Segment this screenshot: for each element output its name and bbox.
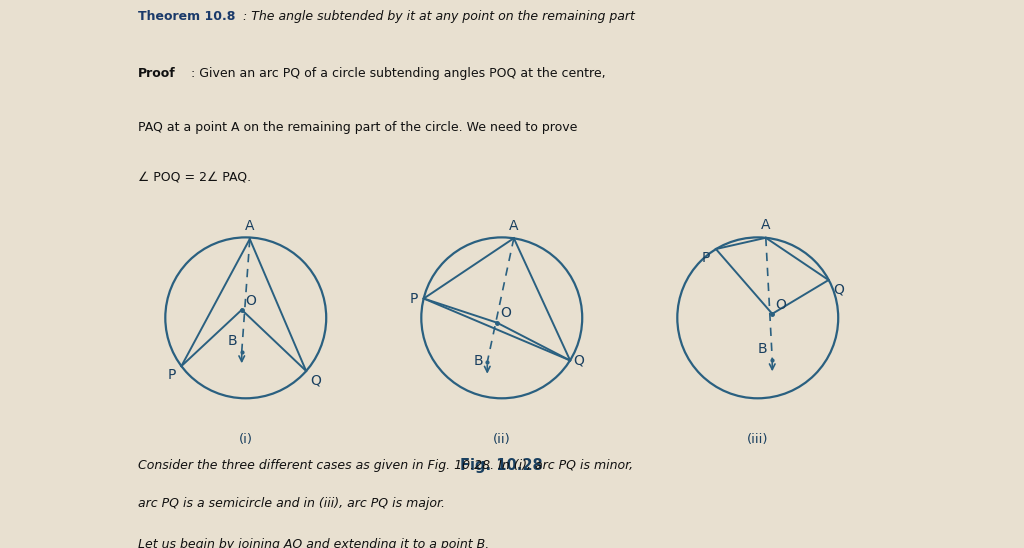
Text: B: B	[758, 342, 768, 356]
Text: : Given an arc PQ of a circle subtending angles POQ at the centre,: : Given an arc PQ of a circle subtending…	[187, 67, 606, 79]
Text: (iii): (iii)	[748, 433, 768, 446]
Text: ∠ POQ = 2∠ PAQ.: ∠ POQ = 2∠ PAQ.	[138, 171, 251, 184]
Text: Q: Q	[310, 373, 322, 387]
Text: Proof: Proof	[138, 67, 176, 79]
Text: (ii): (ii)	[493, 433, 511, 446]
Text: Fig. 10.28: Fig. 10.28	[461, 458, 543, 472]
Text: A: A	[761, 218, 770, 232]
Text: Q: Q	[834, 282, 844, 296]
Text: Theorem 10.8: Theorem 10.8	[138, 10, 236, 24]
Text: Consider the three different cases as given in Fig. 10.28. In (i), arc PQ is min: Consider the three different cases as gi…	[138, 459, 634, 472]
Text: O: O	[775, 298, 786, 312]
Text: B: B	[473, 354, 482, 368]
Text: arc PQ is a semicircle and in (iii), arc PQ is major.: arc PQ is a semicircle and in (iii), arc…	[138, 496, 445, 510]
Text: Let us begin by joining AO and extending it to a point B.: Let us begin by joining AO and extending…	[138, 538, 489, 548]
Text: B: B	[227, 334, 238, 348]
Text: O: O	[501, 306, 511, 321]
Text: (i): (i)	[239, 433, 253, 446]
Text: : The angle subtended by it at any point on the remaining part: : The angle subtended by it at any point…	[239, 10, 635, 24]
Text: A: A	[245, 219, 255, 233]
Text: PAQ at a point A on the remaining part of the circle. We need to prove: PAQ at a point A on the remaining part o…	[138, 121, 578, 134]
Text: A: A	[509, 219, 518, 232]
Text: P: P	[410, 292, 418, 306]
Text: P: P	[701, 252, 711, 265]
Text: Q: Q	[573, 353, 585, 368]
Text: O: O	[245, 294, 256, 307]
Text: P: P	[167, 368, 176, 383]
